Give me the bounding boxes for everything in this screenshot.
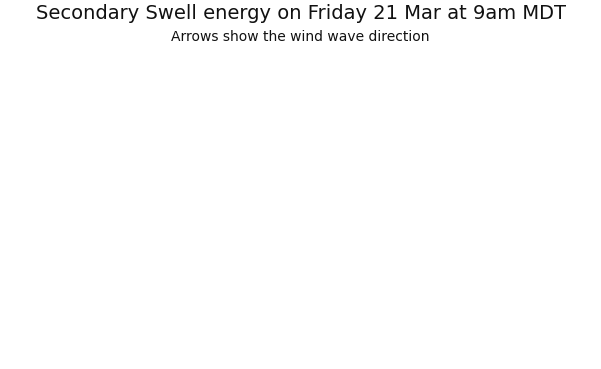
Text: Arrows show the wind wave direction: Arrows show the wind wave direction	[171, 30, 430, 44]
Text: Cartopy not available: Cartopy not available	[225, 201, 376, 215]
Text: Secondary Swell energy on Friday 21 Mar at 9am MDT: Secondary Swell energy on Friday 21 Mar …	[35, 4, 566, 23]
